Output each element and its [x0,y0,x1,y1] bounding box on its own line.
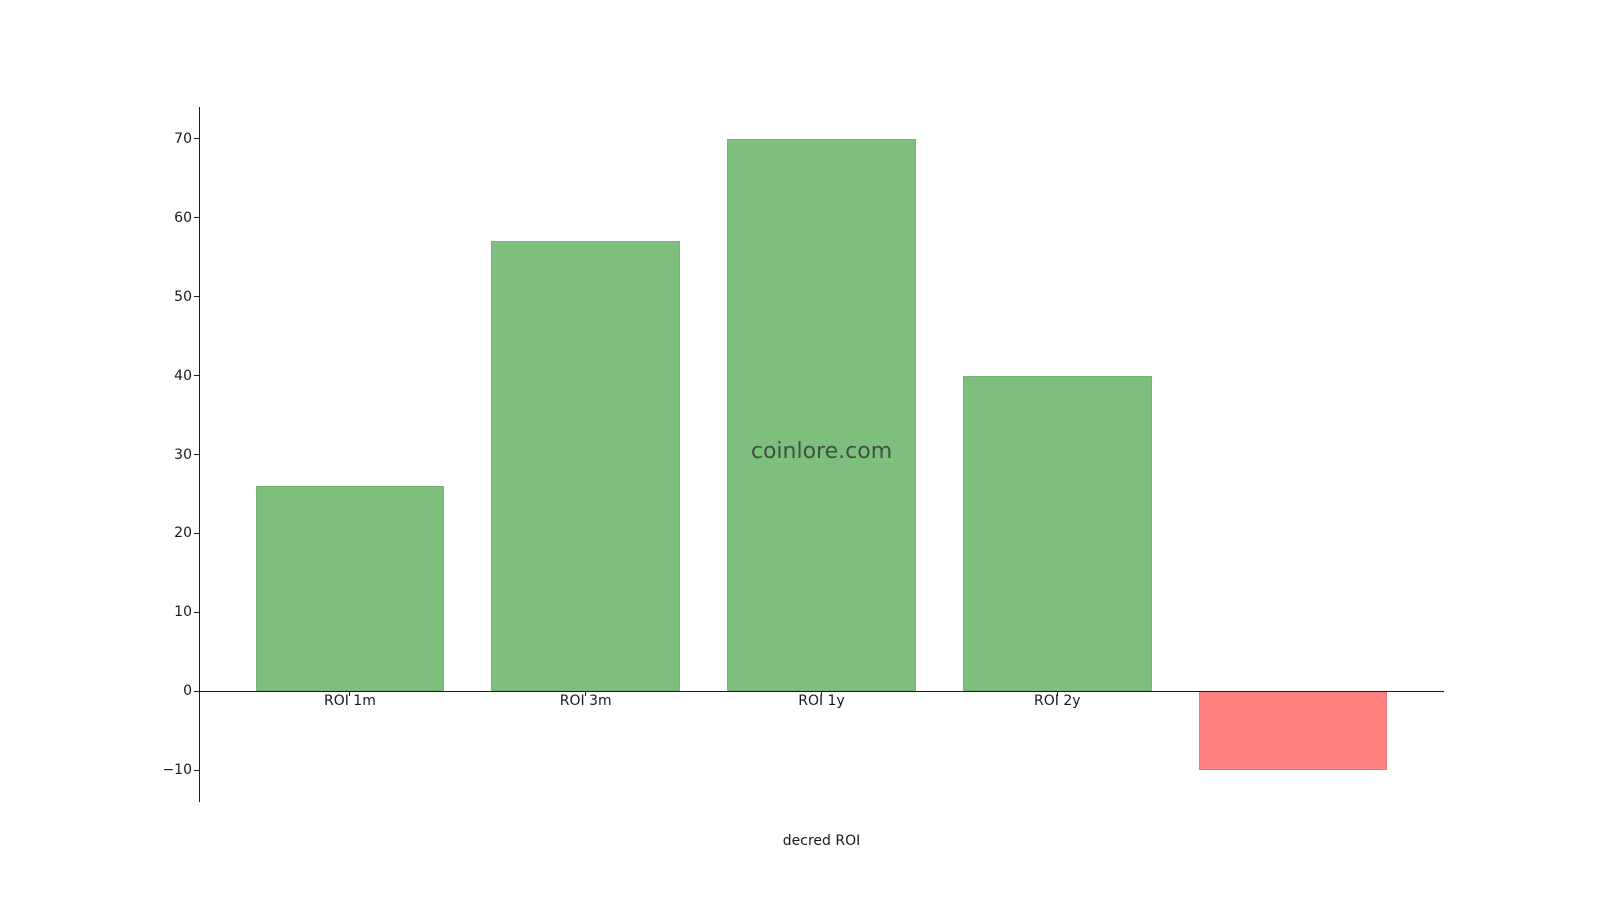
y-tick-mark [194,375,199,377]
y-tick-mark [194,454,199,455]
y-tick-label: 30 [174,446,192,463]
watermark-text: coinlore.com [750,439,893,464]
x-axis-zero-line [199,690,1444,692]
x-tick-label: ROI 2y [1034,692,1081,709]
x-tick-mark [821,691,822,697]
y-tick-mark [194,296,199,298]
x-tick-mark [349,691,351,697]
x-axis-title: decred ROI [782,833,861,849]
y-tick-mark [194,690,199,692]
y-tick-label: 40 [174,367,192,384]
x-tick-label: ROI 3m [559,692,612,709]
y-tick-mark [194,769,199,771]
y-tick-mark [194,532,199,534]
y-tick-mark [194,217,199,219]
y-tick-label: 20 [174,525,192,542]
bar-roi-2y [962,375,1152,692]
y-tick-label: −10 [162,762,192,779]
y-tick-mark [194,611,199,613]
x-tick-mark [1056,691,1058,697]
y-tick-label: 50 [174,288,192,305]
x-tick-label: ROI 1y [798,692,845,709]
y-tick-label: 10 [174,604,192,621]
y-tick-label: 0 [183,683,192,700]
bar-roi-1y [727,138,916,692]
y-axis-spine [199,107,200,802]
y-tick-mark [194,138,199,140]
x-tick-label: ROI 1m [323,692,376,709]
bar-roi-1m [255,486,445,692]
bar-negative [1198,691,1388,771]
y-tick-label: 60 [174,209,192,226]
x-tick-mark [585,691,587,697]
y-tick-label: 70 [174,130,192,147]
bar-roi-3m [491,241,680,692]
